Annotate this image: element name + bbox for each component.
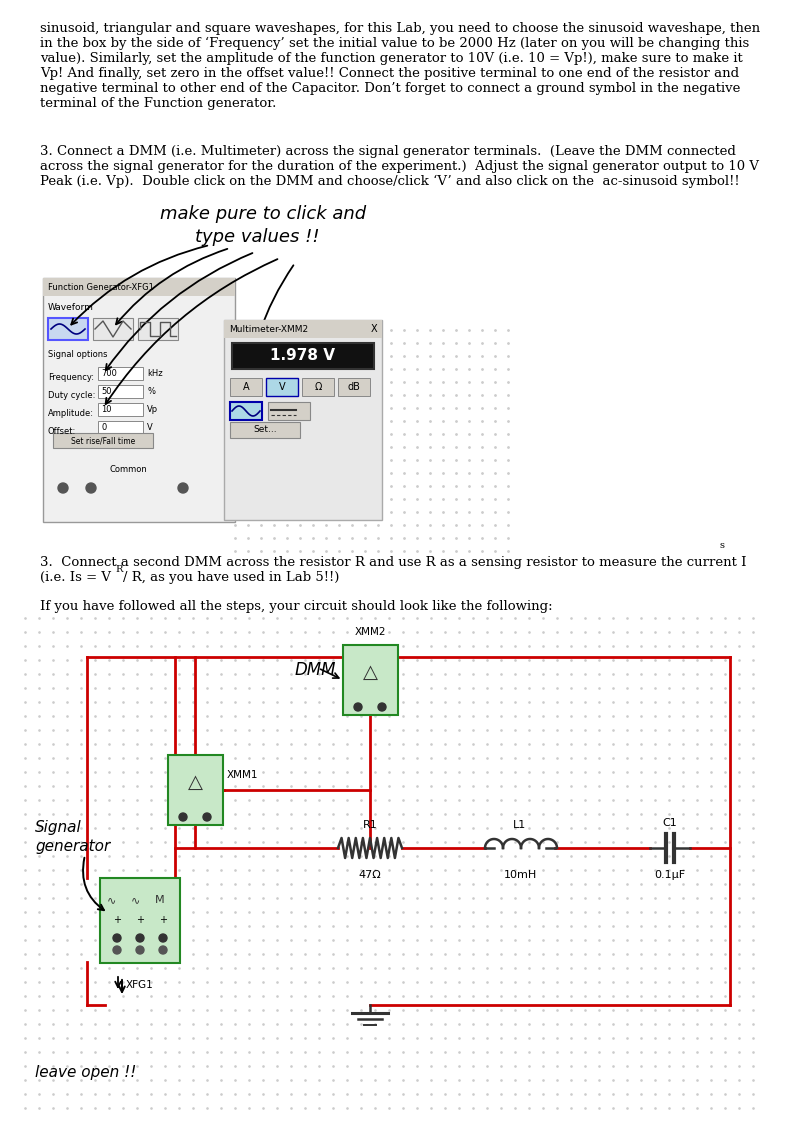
Circle shape xyxy=(136,934,144,942)
Bar xyxy=(343,645,398,715)
Bar xyxy=(232,343,374,369)
Text: (i.e. Is = V: (i.e. Is = V xyxy=(40,571,111,583)
Text: Common: Common xyxy=(109,466,147,475)
Text: 3. Connect a DMM (i.e. Multimeter) across the signal generator terminals.  (Leav: 3. Connect a DMM (i.e. Multimeter) acros… xyxy=(40,145,735,157)
Text: leave open !!: leave open !! xyxy=(35,1065,137,1080)
Circle shape xyxy=(203,813,211,821)
Text: Set...: Set... xyxy=(253,426,276,434)
Text: 0.1µF: 0.1µF xyxy=(654,870,686,880)
Text: 1.978 V: 1.978 V xyxy=(270,349,336,364)
Text: R: R xyxy=(115,565,122,574)
Text: L1: L1 xyxy=(514,820,527,830)
Text: Peak (i.e. Vp).  Double click on the DMM and choose/click ‘V’ and also click on : Peak (i.e. Vp). Double click on the DMM … xyxy=(40,174,739,188)
Text: R1: R1 xyxy=(363,820,378,830)
Text: V: V xyxy=(147,424,152,433)
Text: ∿: ∿ xyxy=(131,895,141,905)
Text: XMM2: XMM2 xyxy=(354,627,386,637)
Circle shape xyxy=(378,702,386,712)
Text: kHz: kHz xyxy=(147,369,163,378)
Text: dB: dB xyxy=(348,382,360,392)
Text: △: △ xyxy=(363,663,378,682)
Circle shape xyxy=(354,702,362,712)
Text: C1: C1 xyxy=(663,818,677,828)
Bar xyxy=(230,421,300,438)
Text: Signal options: Signal options xyxy=(48,350,107,359)
Bar xyxy=(266,378,298,397)
Text: in the box by the side of ‘Frequency’ set the initial value to be 2000 Hz (later: in the box by the side of ‘Frequency’ se… xyxy=(40,37,749,50)
Text: ∿: ∿ xyxy=(107,895,117,905)
Text: across the signal generator for the duration of the experiment.)  Adjust the sig: across the signal generator for the dura… xyxy=(40,160,759,173)
Text: Vp! And finally, set zero in the offset value!! Connect the positive terminal to: Vp! And finally, set zero in the offset … xyxy=(40,67,739,80)
Text: Ω: Ω xyxy=(314,382,322,392)
Text: A: A xyxy=(243,382,250,392)
Bar xyxy=(268,402,310,420)
Circle shape xyxy=(159,934,167,942)
Bar xyxy=(168,755,223,825)
Circle shape xyxy=(58,483,68,493)
Text: XFG1: XFG1 xyxy=(126,980,154,990)
Text: Set rise/Fall time: Set rise/Fall time xyxy=(71,436,135,445)
Bar xyxy=(138,318,178,340)
Circle shape xyxy=(113,946,121,954)
Bar xyxy=(230,402,262,420)
Circle shape xyxy=(113,934,121,942)
Text: Offset:: Offset: xyxy=(48,427,77,436)
Bar xyxy=(43,278,235,522)
Bar xyxy=(48,318,88,340)
Text: Function Generator-XFG1: Function Generator-XFG1 xyxy=(48,282,154,291)
Text: 50: 50 xyxy=(101,387,111,397)
Text: Multimeter-XMM2: Multimeter-XMM2 xyxy=(229,324,308,333)
Bar xyxy=(93,318,133,340)
Text: XMM1: XMM1 xyxy=(227,770,258,780)
Bar xyxy=(43,278,235,296)
Text: X: X xyxy=(371,324,378,334)
Text: +: + xyxy=(159,915,167,925)
Text: 3.  Connect a second DMM across the resistor R and use R as a sensing resistor t: 3. Connect a second DMM across the resis… xyxy=(40,556,747,569)
Text: Duty cycle:: Duty cycle: xyxy=(48,392,96,400)
Text: / R, as you have used in Lab 5!!): / R, as you have used in Lab 5!!) xyxy=(123,571,340,583)
Text: +: + xyxy=(136,915,144,925)
Text: sinusoid, triangular and square waveshapes, for this Lab, you need to choose the: sinusoid, triangular and square waveshap… xyxy=(40,22,760,35)
Text: 47Ω: 47Ω xyxy=(359,870,382,880)
Text: DMM: DMM xyxy=(295,661,337,679)
Text: negative terminal to other end of the Capacitor. Don’t forget to connect a groun: negative terminal to other end of the Ca… xyxy=(40,82,740,95)
Bar xyxy=(224,320,382,520)
Bar xyxy=(53,433,153,448)
Text: Vp: Vp xyxy=(147,406,158,415)
Text: V: V xyxy=(279,382,285,392)
Text: %: % xyxy=(147,387,155,397)
Bar xyxy=(98,367,143,380)
Text: s: s xyxy=(720,540,725,550)
Text: Waveform: Waveform xyxy=(48,303,94,312)
Text: M: M xyxy=(155,895,165,905)
Text: make pure to click and: make pure to click and xyxy=(160,205,366,223)
Text: Signal
generator: Signal generator xyxy=(35,820,111,853)
Circle shape xyxy=(136,946,144,954)
Text: If you have followed all the steps, your circuit should look like the following:: If you have followed all the steps, your… xyxy=(40,600,553,613)
Bar xyxy=(98,421,143,434)
Bar xyxy=(98,385,143,398)
Bar xyxy=(302,378,334,397)
Circle shape xyxy=(178,483,188,493)
Text: 10: 10 xyxy=(101,406,111,415)
Text: 700: 700 xyxy=(101,369,117,378)
Text: △: △ xyxy=(187,773,202,792)
Circle shape xyxy=(86,483,96,493)
Text: Amplitude:: Amplitude: xyxy=(48,409,94,418)
Text: type values !!: type values !! xyxy=(195,228,320,246)
Circle shape xyxy=(179,813,187,821)
Text: 0: 0 xyxy=(101,424,106,433)
Text: terminal of the Function generator.: terminal of the Function generator. xyxy=(40,97,276,110)
Bar xyxy=(224,320,382,338)
Text: value). Similarly, set the amplitude of the function generator to 10V (i.e. 10 =: value). Similarly, set the amplitude of … xyxy=(40,52,743,65)
Bar xyxy=(98,403,143,416)
Bar xyxy=(230,378,262,397)
Bar xyxy=(100,878,180,963)
Bar xyxy=(338,378,370,397)
Text: +: + xyxy=(113,915,121,925)
Text: 10mH: 10mH xyxy=(503,870,536,880)
Circle shape xyxy=(159,946,167,954)
Text: Frequency:: Frequency: xyxy=(48,374,94,383)
